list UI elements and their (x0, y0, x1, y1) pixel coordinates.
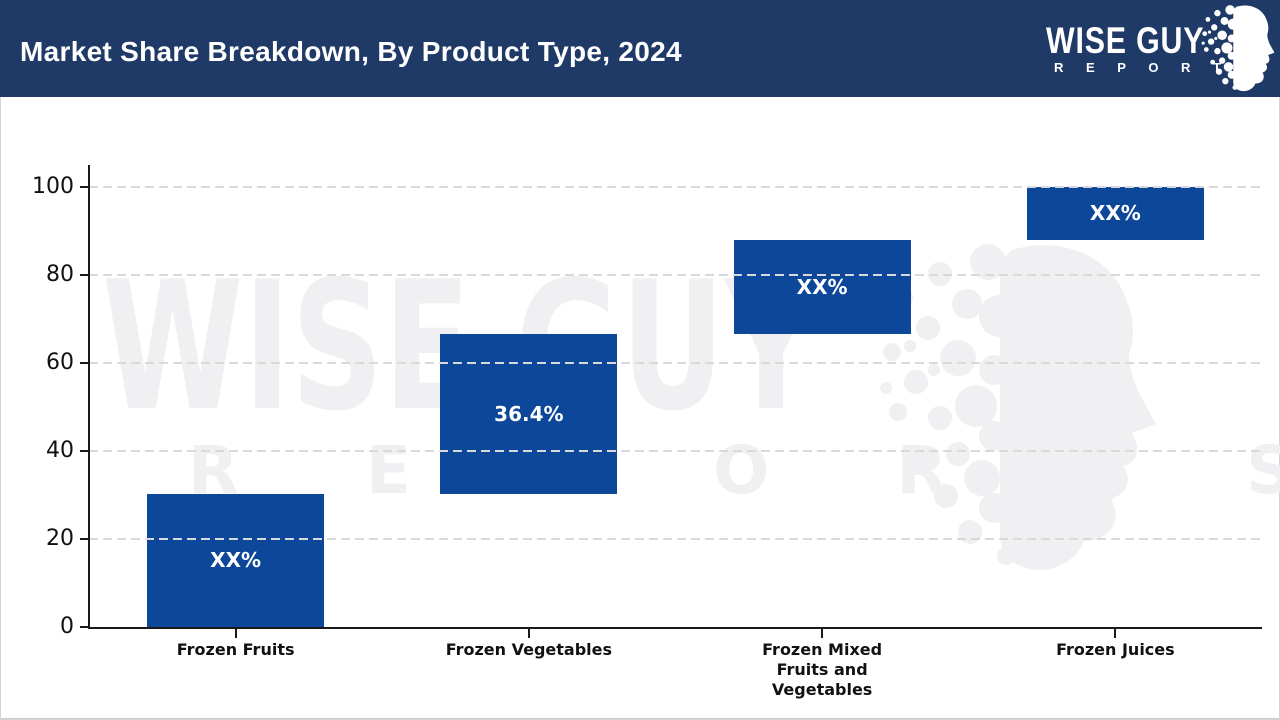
x-tick-mark-3 (821, 629, 824, 638)
y-tick-label-60: 60 (46, 350, 74, 375)
x-tick-mark-2 (527, 629, 530, 638)
y-tick-label-0: 0 (60, 614, 74, 639)
logo-face-icon (1201, 5, 1275, 92)
y-tick-mark-60 (80, 362, 89, 364)
x-category-label-3: Frozen Mixed Fruits and Vegetables (762, 640, 883, 699)
bar-3: XX% (733, 239, 911, 334)
y-tick-label-40: 40 (46, 438, 74, 463)
y-tick-mark-20 (80, 538, 89, 540)
gridline-80 (89, 274, 1262, 276)
header: Market Share Breakdown, By Product Type,… (0, 0, 1280, 97)
y-tick-mark-0 (80, 626, 89, 628)
y-tick-label-80: 80 (46, 262, 74, 287)
x-axis-line (88, 627, 1262, 629)
bar-4: XX% (1026, 187, 1204, 240)
y-tick-label-100: 100 (32, 174, 74, 199)
bar-value-label-2: 36.4% (494, 401, 564, 426)
y-tick-mark-40 (80, 450, 89, 452)
x-tick-mark-4 (1114, 629, 1117, 638)
y-tick-label-20: 20 (46, 526, 74, 551)
brand-logo: WISE GUY R E P O R T S (1024, 0, 1275, 97)
x-category-label-1: Frozen Fruits (176, 640, 295, 659)
bar-value-label-4: XX% (1089, 201, 1141, 226)
gridline-40 (89, 450, 1262, 452)
x-tick-mark-1 (234, 629, 237, 638)
y-tick-mark-100 (80, 186, 89, 188)
gridline-60 (89, 362, 1262, 364)
gridline-100 (89, 186, 1262, 188)
gridline-20 (89, 538, 1262, 540)
bar-value-label-1: XX% (210, 548, 262, 573)
page-title: Market Share Breakdown, By Product Type,… (20, 36, 682, 67)
x-category-label-2: Frozen Vegetables (445, 640, 613, 659)
y-axis-line (88, 165, 90, 629)
bar-2: 36.4% (440, 333, 618, 494)
x-category-label-4: Frozen Juices (1056, 640, 1175, 659)
logo-wordmark: WISE GUY (1046, 20, 1205, 61)
bar-value-label-3: XX% (796, 274, 848, 299)
logo-subtitle: R E P O R T S (1054, 60, 1262, 75)
bar-1: XX% (147, 493, 325, 627)
y-tick-mark-80 (80, 274, 89, 276)
